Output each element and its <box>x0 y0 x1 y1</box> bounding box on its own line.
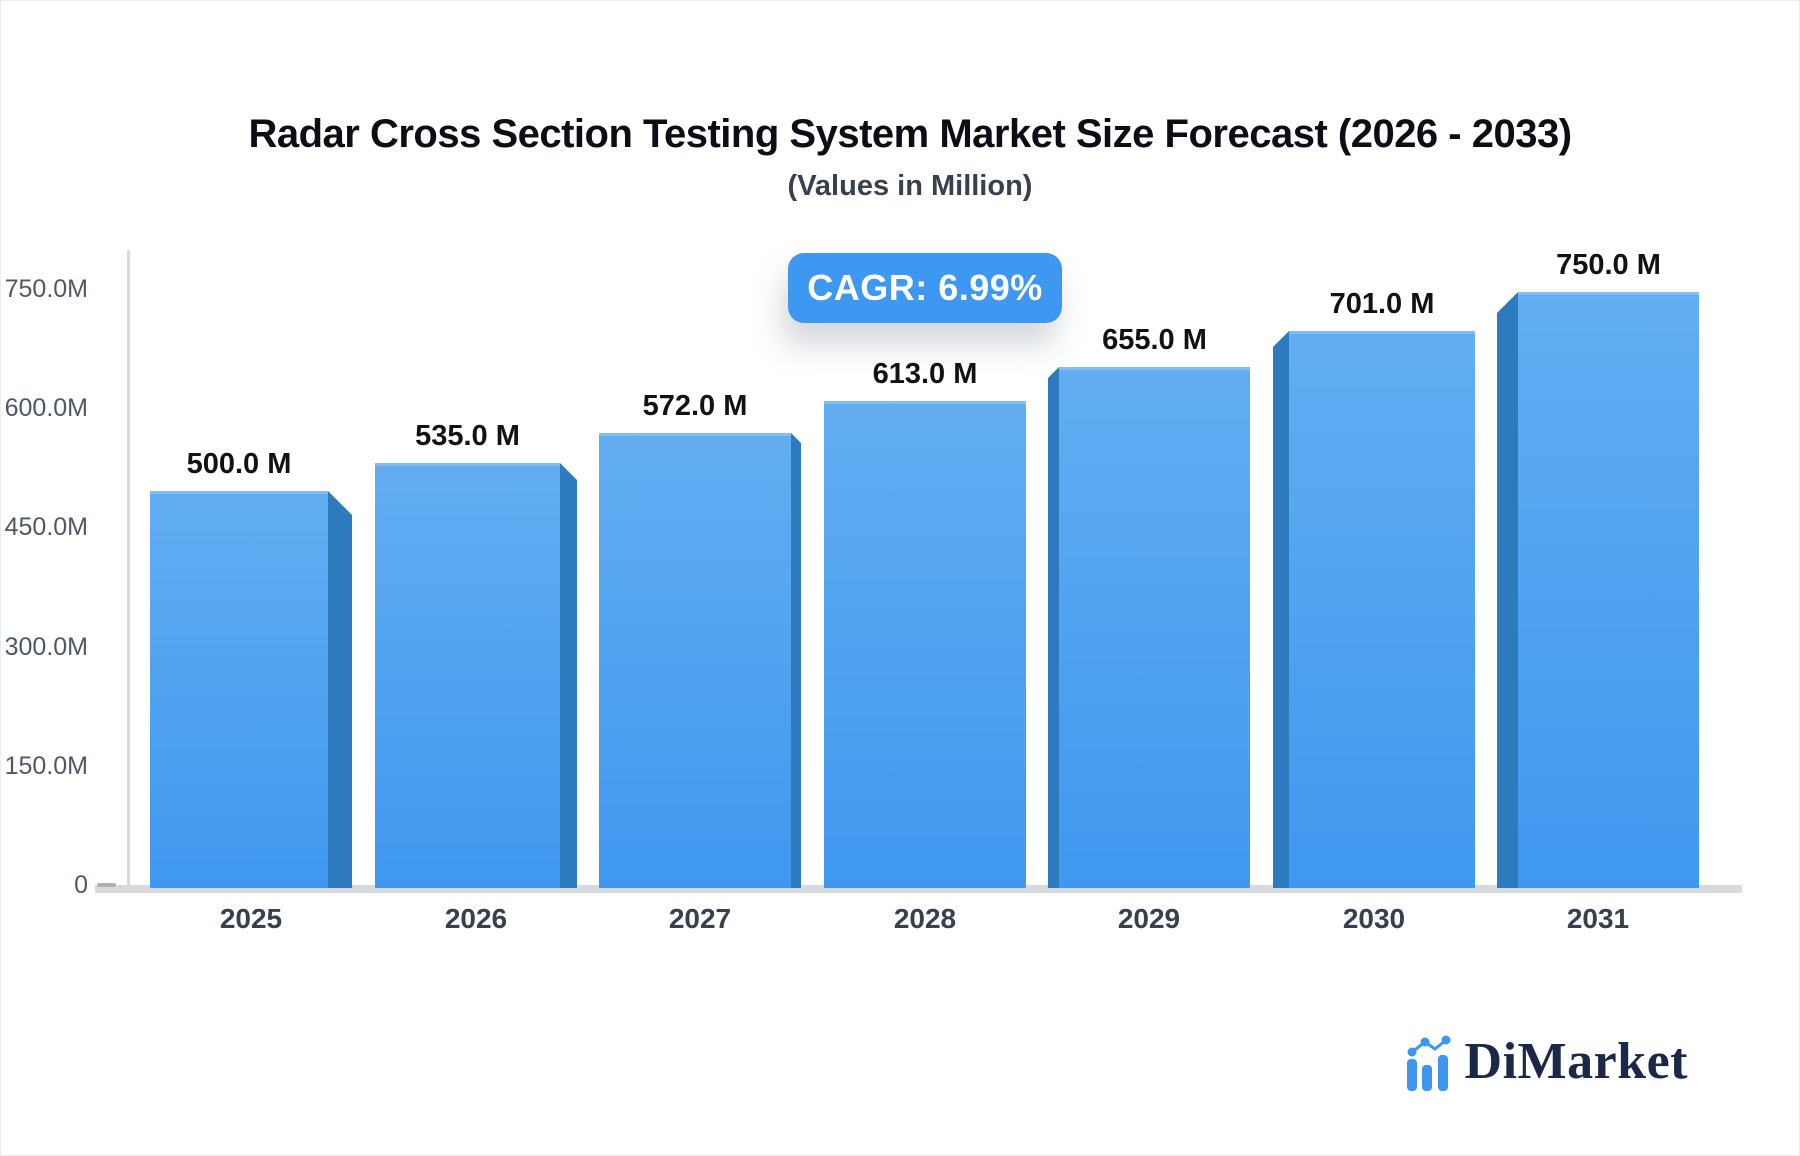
x-axis-label-2025: 2025 <box>219 903 283 934</box>
bar-3d-side-2026 <box>560 463 577 888</box>
bar-value-label-2030: 701.0 M <box>1329 288 1435 320</box>
mini-bar-chart-icon <box>1406 1035 1451 1091</box>
bar-2031[interactable] <box>1518 292 1699 888</box>
x-axis-label-2031: 2031 <box>1566 903 1630 934</box>
cagr-badge-label: CAGR: 6.99% <box>807 267 1043 308</box>
x-axis-label-2026: 2026 <box>444 903 508 934</box>
cagr-badge: CAGR: 6.99% <box>788 253 1062 323</box>
x-axis-label-2029: 2029 <box>1117 903 1181 934</box>
brand-name: DiMarket <box>1464 1033 1688 1090</box>
y-axis-tick-label: 0 <box>74 871 88 899</box>
bar-2030[interactable] <box>1289 331 1475 888</box>
bar-3d-side-2029 <box>1048 367 1059 888</box>
x-axis-label-2030: 2030 <box>1342 903 1406 934</box>
y-axis-tick-label: 750.0M <box>4 275 88 303</box>
bar-value-label-2025: 500.0 M <box>186 448 292 480</box>
bar-value-label-2031: 750.0 M <box>1556 249 1661 281</box>
chart-subtitle: (Values in Million) <box>787 170 1033 202</box>
bar-group-2026: 535.0 M <box>375 0 577 888</box>
x-axis-baseline <box>95 885 1742 893</box>
bar-3d-side-2031 <box>1497 292 1518 888</box>
x-axis-label-2027: 2027 <box>668 903 732 934</box>
bar-2025[interactable] <box>150 491 328 888</box>
bar-3d-side-2025 <box>328 491 352 888</box>
y-axis-tick-label: 450.0M <box>4 513 88 541</box>
bar-group-2031: 750.0 M <box>1497 0 1699 888</box>
bar-3d-side-2027 <box>791 433 801 888</box>
bar-2027[interactable] <box>599 433 791 888</box>
bar-value-label-2027: 572.0 M <box>642 390 748 422</box>
bar-group-2027: 572.0 M <box>599 0 801 888</box>
chart-title: Radar Cross Section Testing System Marke… <box>248 112 1572 156</box>
y-axis-tick-label: 600.0M <box>4 394 88 422</box>
y-axis-line <box>127 250 130 891</box>
bar-group-2030: 701.0 M <box>1273 0 1475 888</box>
zero-tick-mark <box>97 883 116 887</box>
bar-group-2028: 613.0 M <box>824 0 1026 888</box>
bar-group-2025: 500.0 M <box>150 0 352 888</box>
bar-value-label-2026: 535.0 M <box>415 420 520 452</box>
y-axis-tick-label: 300.0M <box>4 633 88 661</box>
bar-2028[interactable] <box>824 401 1026 888</box>
bar-2029[interactable] <box>1059 367 1250 888</box>
bar-value-label-2028: 613.0 M <box>872 358 978 390</box>
bar-value-label-2029: 655.0 M <box>1102 324 1207 356</box>
x-axis-label-2028: 2028 <box>893 903 957 934</box>
y-axis-tick-label: 150.0M <box>4 752 88 780</box>
bar-2026[interactable] <box>375 463 560 888</box>
bar-group-2029: 655.0 M <box>1048 0 1250 888</box>
bar-3d-side-2030 <box>1273 331 1289 888</box>
brand-logo: DiMarket <box>1405 1033 1688 1091</box>
